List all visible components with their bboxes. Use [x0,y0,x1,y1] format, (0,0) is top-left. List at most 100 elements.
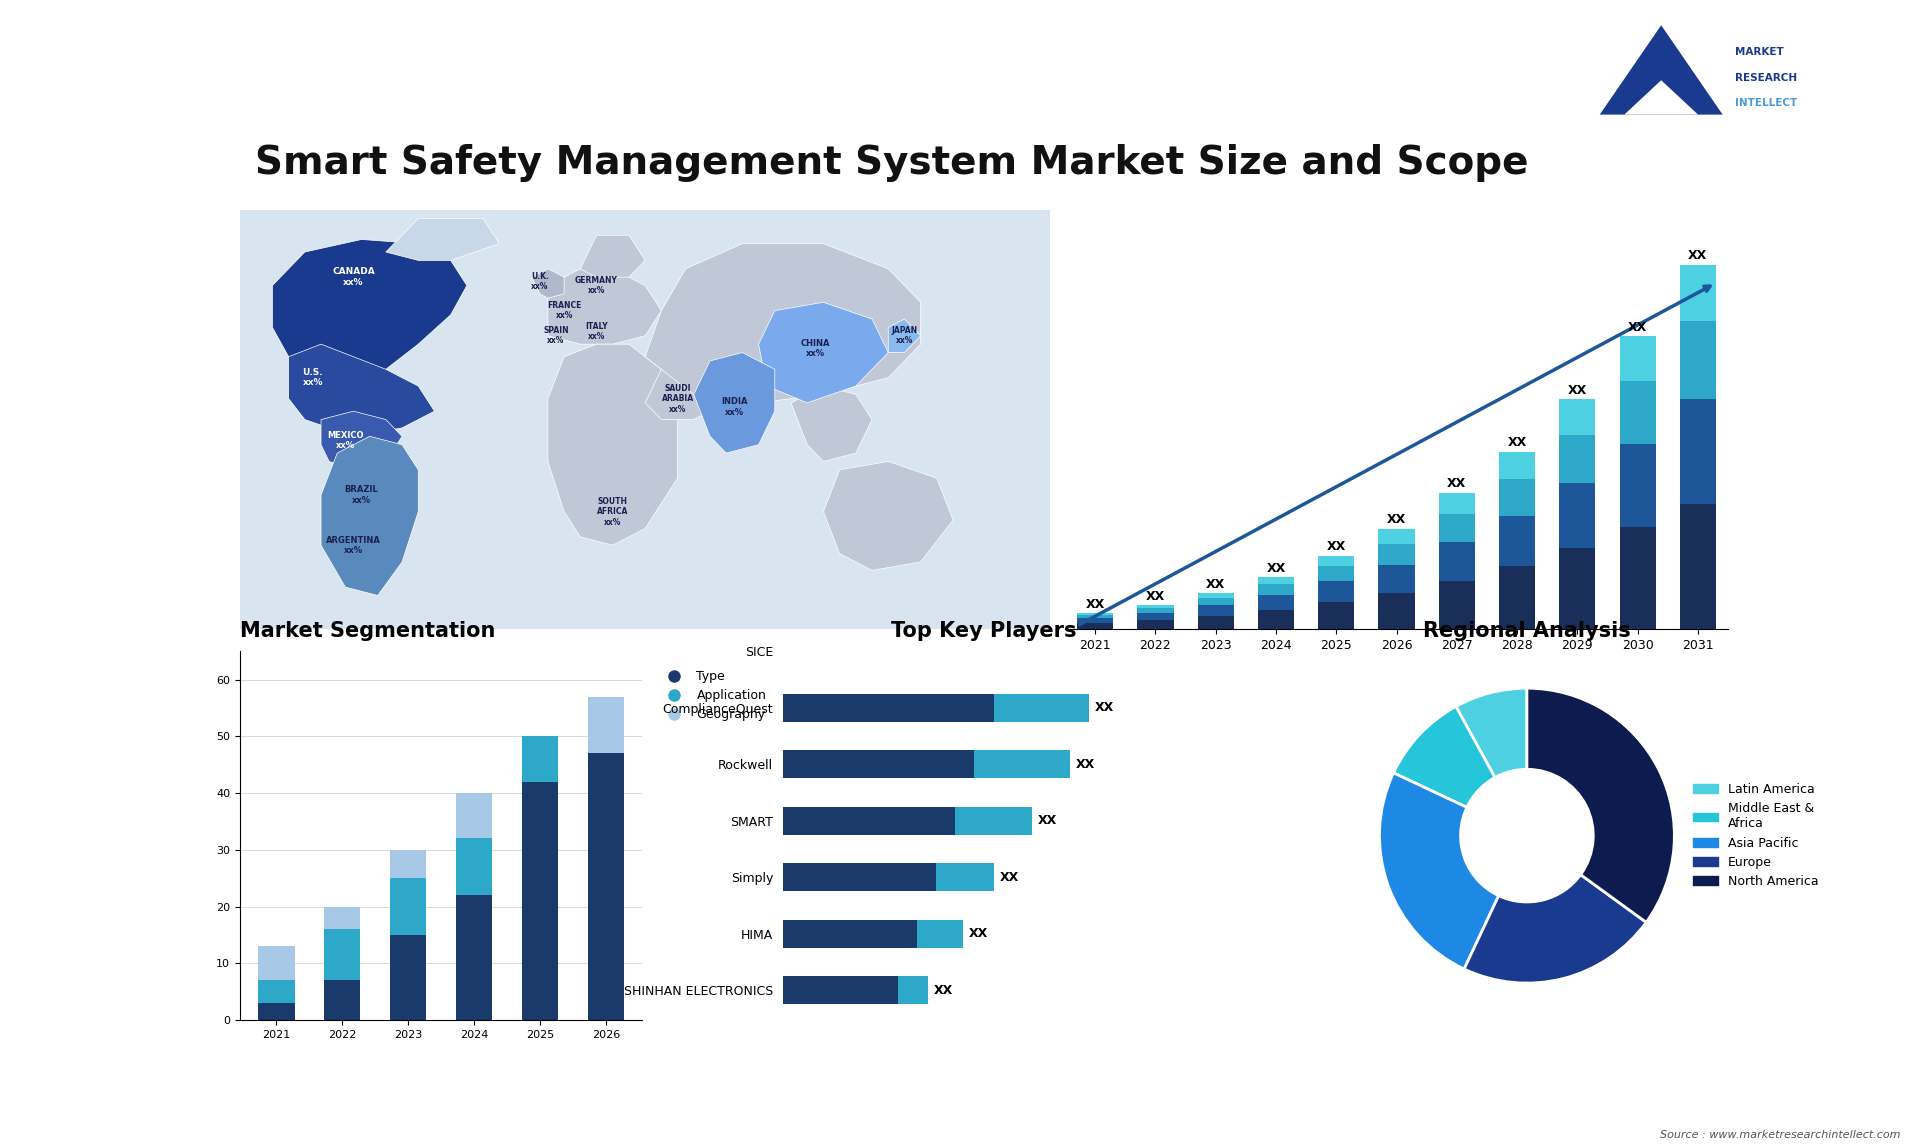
FancyBboxPatch shape [240,210,1050,629]
Bar [956,807,1031,835]
Bar [1559,435,1596,482]
Bar [1619,444,1655,527]
Bar [455,895,492,1020]
Bar [1500,516,1536,566]
Bar [783,863,937,892]
Text: Smart Safety Management System Market Size and Scope: Smart Safety Management System Market Si… [255,143,1528,182]
Text: XX: XX [1327,540,1346,554]
Wedge shape [1526,689,1674,923]
Polygon shape [321,411,401,470]
Text: CANADA
xx%: CANADA xx% [332,267,374,286]
Bar [1680,265,1716,322]
Bar [324,906,361,929]
Bar [1077,618,1114,623]
Text: GERMANY
xx%: GERMANY xx% [576,276,618,296]
Legend: Latin America, Middle East &
Africa, Asia Pacific, Europe, North America: Latin America, Middle East & Africa, Asi… [1688,778,1824,893]
Bar [1438,513,1475,542]
Bar [1319,602,1354,629]
Polygon shape [693,353,776,453]
Bar [1198,605,1235,615]
Title: Regional Analysis: Regional Analysis [1423,621,1630,642]
Bar [1559,482,1596,549]
Text: XX: XX [1085,598,1104,611]
Polygon shape [645,361,726,419]
Polygon shape [288,344,434,437]
Bar [993,693,1089,722]
Polygon shape [273,240,467,386]
Bar [783,693,993,722]
Polygon shape [547,344,678,545]
Bar [975,751,1069,778]
Bar [522,737,559,782]
Text: XX: XX [1569,384,1588,397]
Bar [1680,399,1716,503]
Bar [1137,620,1173,629]
Bar [1198,598,1235,605]
Bar [1379,594,1415,629]
Bar [390,935,426,1020]
Text: MARKET: MARKET [1736,47,1784,56]
Text: XX: XX [1628,321,1647,333]
Bar [324,980,361,1020]
Bar [324,929,361,980]
Bar [1379,565,1415,594]
Text: MEXICO
xx%: MEXICO xx% [326,431,363,450]
Bar [1680,322,1716,399]
Polygon shape [321,437,419,596]
Polygon shape [791,386,872,462]
Text: Market Segmentation: Market Segmentation [240,621,495,642]
Text: XX: XX [1094,701,1114,714]
Bar [783,976,899,1004]
Bar [1137,605,1173,609]
Bar [937,863,993,892]
Text: XX: XX [935,983,954,997]
Bar [455,839,492,895]
Bar [1198,615,1235,629]
Text: Source : www.marketresearchintellect.com: Source : www.marketresearchintellect.com [1661,1130,1901,1140]
Text: XX: XX [1386,513,1405,526]
Text: XX: XX [1507,437,1526,449]
Bar [1500,479,1536,516]
Polygon shape [758,303,889,402]
Bar [455,793,492,839]
Bar [1198,594,1235,598]
Bar [1319,556,1354,566]
Bar [1559,549,1596,629]
Text: XX: XX [1037,815,1056,827]
Text: U.K.
xx%: U.K. xx% [530,272,549,291]
Bar [918,920,964,948]
Bar [1500,566,1536,629]
Bar [1077,623,1114,629]
Polygon shape [824,462,952,571]
Polygon shape [1624,80,1697,115]
Text: XX: XX [998,871,1020,884]
Bar [1077,615,1114,618]
Legend: Type, Application, Geography: Type, Application, Geography [657,665,772,727]
Bar [783,751,975,778]
Wedge shape [1455,689,1526,777]
Text: U.S.
xx%: U.S. xx% [303,368,323,387]
Text: SOUTH
AFRICA
xx%: SOUTH AFRICA xx% [597,497,628,527]
Text: RESEARCH: RESEARCH [1736,73,1797,83]
Bar [783,920,918,948]
Bar [1137,609,1173,613]
Polygon shape [580,235,645,277]
Bar [1258,610,1294,629]
Text: SAUDI
ARABIA
xx%: SAUDI ARABIA xx% [662,384,693,414]
Text: FRANCE
xx%: FRANCE xx% [547,301,582,321]
Bar [1319,581,1354,602]
Text: SPAIN
xx%: SPAIN xx% [543,327,568,345]
Bar [1077,613,1114,615]
Bar [259,947,294,980]
Text: XX: XX [1688,250,1707,262]
Bar [1319,566,1354,581]
Polygon shape [645,244,922,402]
Bar [1500,452,1536,479]
Text: BRAZIL
xx%: BRAZIL xx% [346,485,378,504]
Bar [259,980,294,1003]
Bar [390,850,426,878]
Wedge shape [1465,874,1645,983]
Wedge shape [1394,706,1496,808]
Bar [390,878,426,935]
Text: XX: XX [1448,478,1467,490]
